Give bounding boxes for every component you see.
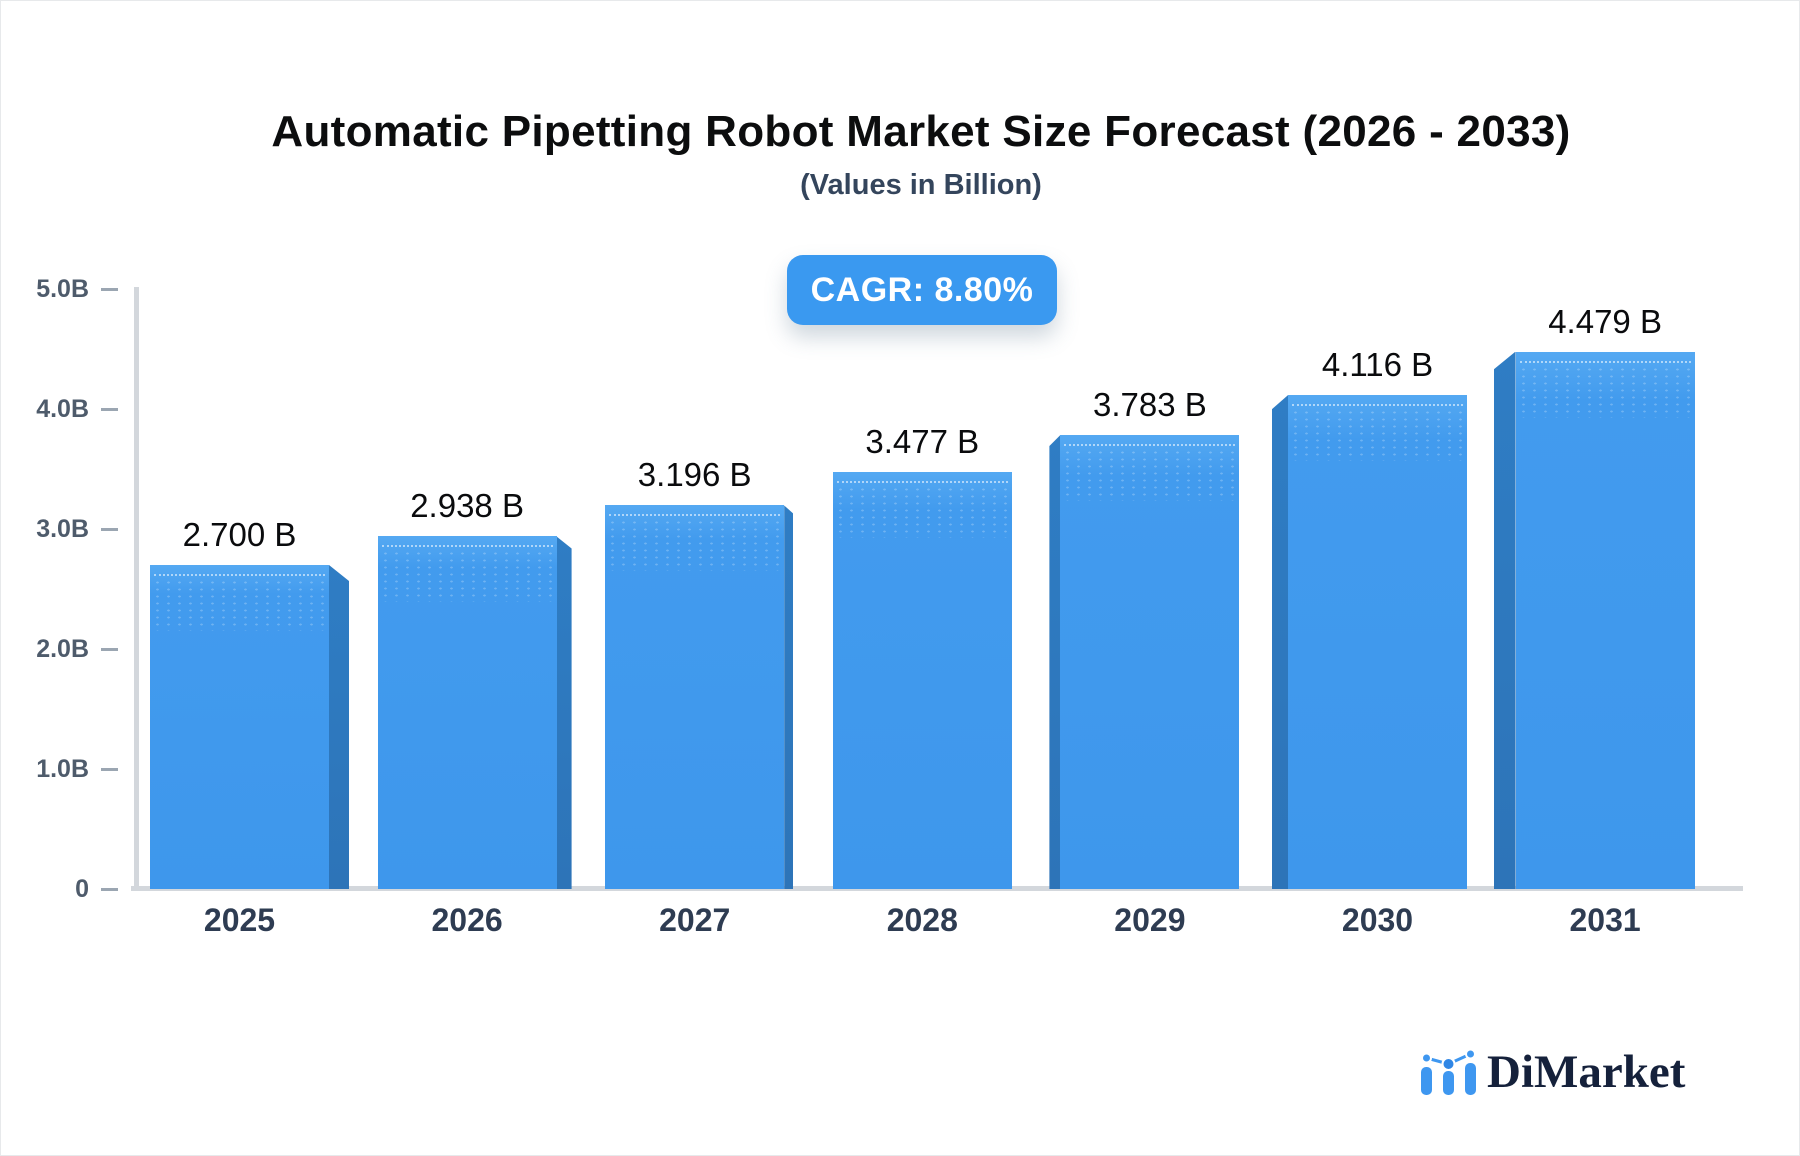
x-axis-label: 2028 (886, 902, 958, 938)
bar-chart-logo-icon (1421, 1048, 1476, 1095)
bar-value-label: 3.196 B (637, 456, 752, 494)
bar-side-face (1049, 435, 1061, 889)
y-axis-label: 3.0B (36, 515, 89, 543)
chart-subtitle: (Values in Billion) (800, 169, 1042, 201)
bar-side-face (784, 505, 794, 889)
bar-value-label: 3.477 B (865, 422, 980, 460)
y-axis-label: 5.0B (36, 275, 89, 303)
bar-value-label: 4.116 B (1321, 346, 1434, 384)
bar-top-dotted-line (381, 545, 553, 548)
x-axis-label: 2026 (431, 902, 503, 938)
y-axis-tick (101, 527, 118, 531)
bar-stipple-texture (152, 579, 327, 631)
bar (832, 471, 1012, 889)
bar-top-dotted-line (1519, 360, 1691, 363)
bar-side-face (556, 536, 572, 889)
x-axis-label: 2031 (1569, 902, 1641, 938)
bar-top-dotted-line (154, 574, 325, 576)
y-axis-tick (101, 407, 118, 411)
bar-stipple-texture (1290, 409, 1465, 462)
bar-stipple-texture (834, 485, 1010, 538)
bar (377, 536, 557, 889)
bar (1060, 435, 1240, 889)
bar-value-label: 2.938 B (410, 487, 524, 525)
bar-stipple-texture (1062, 449, 1238, 502)
y-axis-line (134, 287, 139, 889)
bar-stipple-texture (607, 519, 783, 572)
bar (150, 565, 329, 889)
bar-side-face (1493, 351, 1516, 889)
x-axis-label: 2029 (1114, 902, 1186, 938)
bar-top-dotted-line (609, 514, 781, 517)
bar-value-label: 2.700 B (182, 516, 297, 553)
x-axis-label: 2030 (1341, 902, 1414, 938)
x-axis-label: 2025 (203, 902, 276, 938)
chart-title: Automatic Pipetting Robot Market Size Fo… (271, 107, 1571, 156)
brand-watermark: DiMarket (1419, 1039, 1685, 1097)
y-axis-label: 4.0B (36, 395, 89, 423)
bar-stipple-texture (1517, 365, 1693, 418)
x-axis-label: 2027 (659, 902, 731, 938)
cagr-badge: CAGR: 8.80% (787, 255, 1057, 325)
y-axis-tick (101, 887, 118, 891)
bar (1288, 395, 1467, 889)
cagr-badge-label: CAGR: 8.80% (810, 270, 1034, 309)
y-axis-tick (101, 287, 118, 291)
y-axis-label: 0 (75, 875, 89, 903)
bar-side-face (329, 565, 349, 889)
y-axis-label: 1.0B (36, 755, 89, 783)
bar (605, 505, 785, 889)
bar-value-label: 4.479 B (1548, 302, 1662, 340)
bar (1515, 351, 1695, 889)
bar-top-dotted-line (1292, 404, 1463, 407)
bar-stipple-texture (379, 550, 555, 603)
brand-name: DiMarket (1487, 1046, 1686, 1098)
y-axis-tick (101, 647, 118, 651)
bar-side-face (1272, 395, 1288, 889)
y-axis-tick (101, 767, 118, 771)
bar-value-label: 3.783 B (1093, 386, 1207, 424)
y-axis-label: 2.0B (36, 635, 89, 663)
bar-top-dotted-line (1064, 444, 1236, 447)
bar-top-dotted-line (836, 480, 1008, 483)
